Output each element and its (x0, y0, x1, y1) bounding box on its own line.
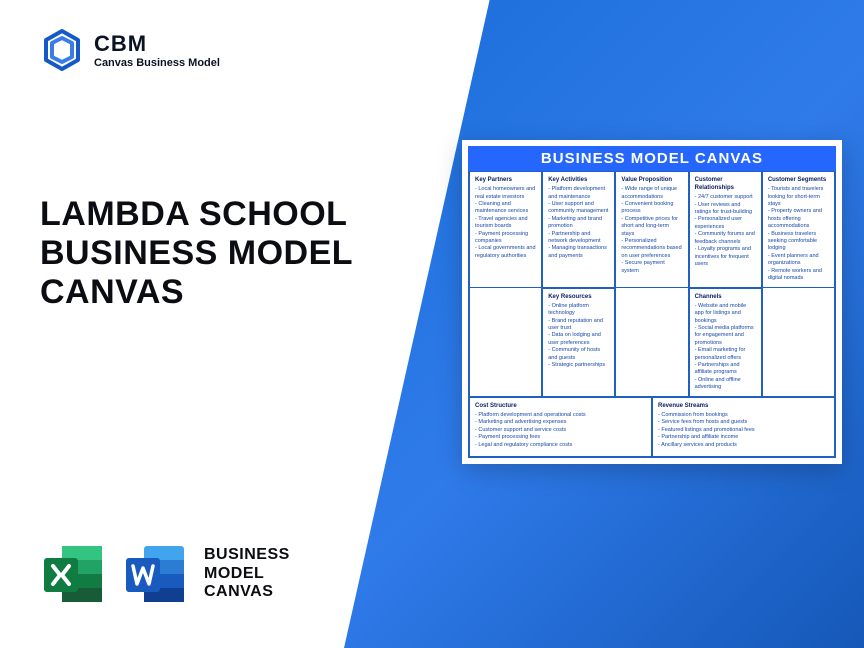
canvas-preview: BUSINESS MODEL CANVAS Key Partners Local… (462, 140, 842, 464)
list-item: Travel agencies and tourism boards (475, 216, 536, 231)
hex-logo-icon (40, 28, 84, 72)
list-item: Legal and regulatory compliance costs (475, 442, 646, 449)
cell-key-partners: Key Partners Local homeowners and real e… (469, 171, 542, 288)
list-item: Partnerships and affiliate programs (695, 362, 756, 377)
list-item: Personalized recommendations based on us… (621, 238, 682, 260)
list-item: Secure payment system (621, 260, 682, 275)
list-item: Competitive prices for short and long-te… (621, 216, 682, 238)
list-item: Social media platforms for engagement an… (695, 325, 756, 347)
list-item: Brand reputation and user trust (548, 318, 609, 333)
list-item: Strategic partnerships (548, 362, 609, 369)
list-item: Cleaning and maintenance services (475, 201, 536, 216)
cell-cost-structure: Cost Structure Platform development and … (469, 397, 652, 457)
list-item: Customer support and service costs (475, 427, 646, 434)
cell-channels: Channels Website and mobile app for list… (689, 288, 762, 397)
title-line-2: BUSINESS MODEL (40, 234, 353, 273)
list-item: Website and mobile app for listings and … (695, 303, 756, 325)
list-item: Platform development and operational cos… (475, 412, 646, 419)
cell-customer-segments: Customer Segments Tourists and travelers… (762, 171, 835, 288)
list-item: Payment processing companies (475, 231, 536, 246)
app-icons-area: BUSINESS MODEL CANVAS (40, 540, 290, 608)
list-item: Managing transactions and payments (548, 245, 609, 260)
list-item: Data on lodging and user preferences (548, 332, 609, 347)
word-icon (122, 540, 190, 608)
cell-key-resources: Key Resources Online platform technology… (542, 288, 615, 397)
apps-label: BUSINESS MODEL CANVAS (204, 546, 290, 601)
canvas-header: BUSINESS MODEL CANVAS (468, 146, 836, 171)
list-item: Marketing and brand promotion (548, 216, 609, 231)
list-item: Ancillary services and products (658, 442, 829, 449)
list-item: Tourists and travelers looking for short… (768, 186, 829, 208)
cell-customer-relationships: Customer Relationships 24/7 customer sup… (689, 171, 762, 288)
list-item: Remote workers and digital nomads (768, 268, 829, 283)
list-item: Wide range of unique accommodations (621, 186, 682, 201)
list-item: Commission from bookings (658, 412, 829, 419)
list-item: Personalized user experiences (695, 216, 756, 231)
page-title: LAMBDA SCHOOL BUSINESS MODEL CANVAS (40, 195, 353, 312)
list-item: Email marketing for personalized offers (695, 347, 756, 362)
list-item: Online platform technology (548, 303, 609, 318)
cell-blank-1 (469, 288, 542, 397)
list-item: Community of hosts and guests (548, 347, 609, 362)
list-item: Convenient booking process (621, 201, 682, 216)
list-item: Community forums and feedback channels (695, 231, 756, 246)
brand-logo: CBM Canvas Business Model (40, 28, 220, 72)
list-item: Local governments and regulatory authori… (475, 245, 536, 260)
list-item: Local homeowners and real estate investo… (475, 186, 536, 201)
cell-blank-2 (615, 288, 688, 397)
cell-blank-3 (762, 288, 835, 397)
list-item: Marketing and advertising expenses (475, 419, 646, 426)
list-item: Property owners and hosts offering accom… (768, 208, 829, 230)
list-item: Partnership and network development (548, 231, 609, 246)
list-item: Online and offline advertising (695, 377, 756, 392)
logo-abbr: CBM (94, 31, 220, 57)
title-line-1: LAMBDA SCHOOL (40, 195, 353, 234)
canvas-grid: Key Partners Local homeowners and real e… (468, 171, 836, 458)
list-item: Partnership and affiliate income (658, 434, 829, 441)
cell-key-activities: Key Activities Platform development and … (542, 171, 615, 288)
excel-icon (40, 540, 108, 608)
list-item: Loyalty programs and incentives for freq… (695, 246, 756, 268)
list-item: Payment processing fees (475, 434, 646, 441)
list-item: Service fees from hosts and guests (658, 419, 829, 426)
list-item: Event planners and organizations (768, 253, 829, 268)
cell-value-proposition: Value Proposition Wide range of unique a… (615, 171, 688, 288)
list-item: Business travelers seeking comfortable l… (768, 231, 829, 253)
title-line-3: CANVAS (40, 273, 353, 312)
list-item: User support and community management (548, 201, 609, 216)
list-item: User reviews and ratings for trust-build… (695, 202, 756, 217)
list-item: Featured listings and promotional fees (658, 427, 829, 434)
list-item: Platform development and maintenance (548, 186, 609, 201)
logo-full: Canvas Business Model (94, 57, 220, 69)
cell-revenue-streams: Revenue Streams Commission from bookings… (652, 397, 835, 457)
list-item: 24/7 customer support (695, 194, 756, 201)
